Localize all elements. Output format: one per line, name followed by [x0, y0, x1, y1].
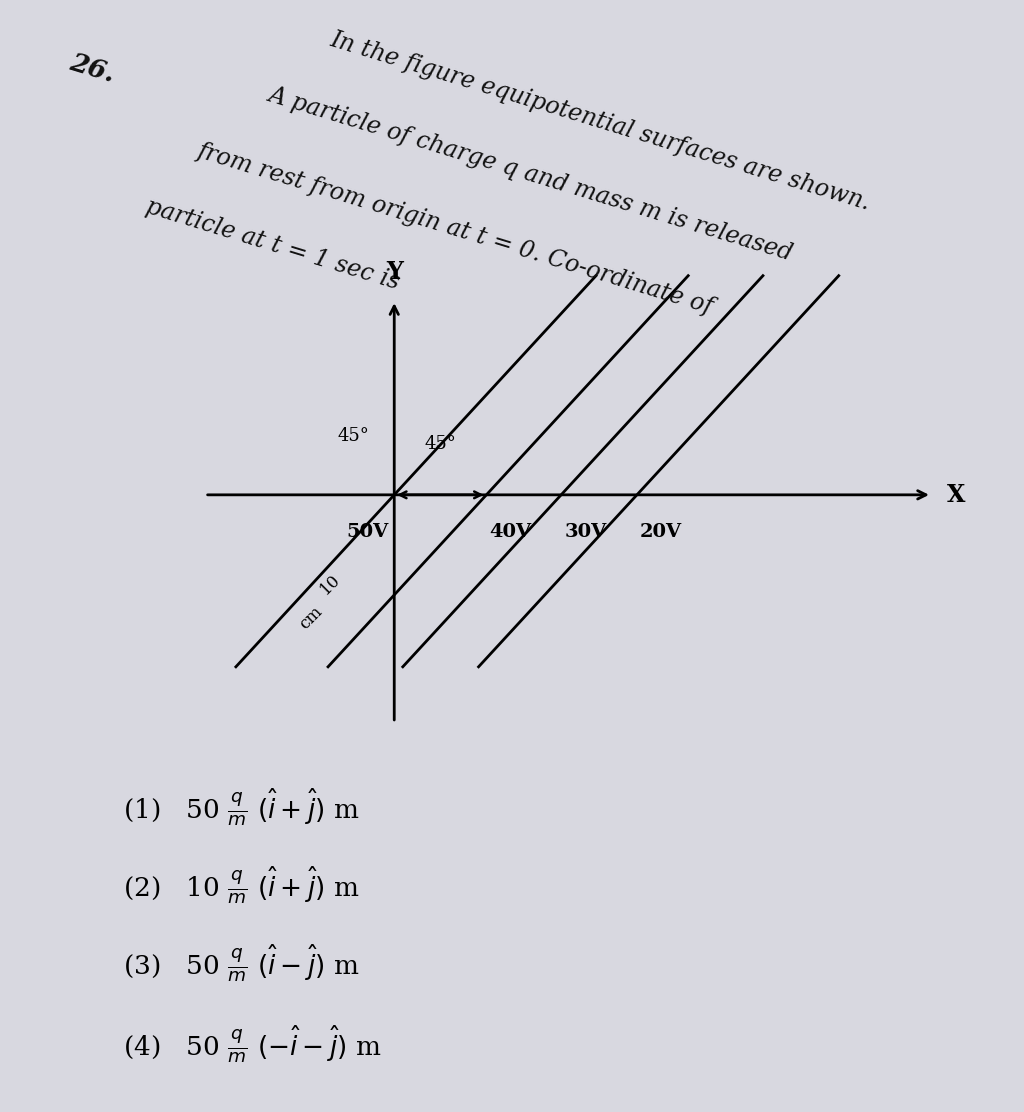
Text: Y: Y	[386, 259, 402, 284]
Text: 45°: 45°	[425, 435, 457, 453]
Text: (2)   10 $\frac{q}{m}$ $(\hat{i} + \hat{j})$ m: (2) 10 $\frac{q}{m}$ $(\hat{i} + \hat{j}…	[123, 865, 359, 906]
Text: (3)   50 $\frac{q}{m}$ $(\hat{i} - \hat{j})$ m: (3) 50 $\frac{q}{m}$ $(\hat{i} - \hat{j}…	[123, 943, 359, 984]
Text: (1)   50 $\frac{q}{m}$ $(\hat{i} + \hat{j})$ m: (1) 50 $\frac{q}{m}$ $(\hat{i} + \hat{j}…	[123, 787, 359, 828]
Text: 30V: 30V	[564, 523, 606, 540]
Text: 10: 10	[316, 570, 344, 598]
Text: A particle of charge q and mass m is released: A particle of charge q and mass m is rel…	[266, 83, 797, 266]
Text: 40V: 40V	[489, 523, 531, 540]
Text: from rest from origin at t = 0. Co-ordinate of: from rest from origin at t = 0. Co-ordin…	[195, 139, 716, 318]
Text: 50V: 50V	[347, 523, 389, 540]
Text: 20V: 20V	[640, 523, 682, 540]
Text: (4)   50 $\frac{q}{m}$ $(-\hat{i} - \hat{j})$ m: (4) 50 $\frac{q}{m}$ $(-\hat{i} - \hat{j…	[123, 1024, 381, 1065]
Text: 26.: 26.	[67, 50, 118, 88]
Text: In the figure equipotential surfaces are shown.: In the figure equipotential surfaces are…	[328, 28, 873, 215]
Text: cm: cm	[296, 603, 327, 633]
Text: X: X	[947, 483, 966, 507]
Text: 45°: 45°	[338, 427, 370, 445]
Text: particle at t = 1 sec is: particle at t = 1 sec is	[143, 195, 402, 294]
